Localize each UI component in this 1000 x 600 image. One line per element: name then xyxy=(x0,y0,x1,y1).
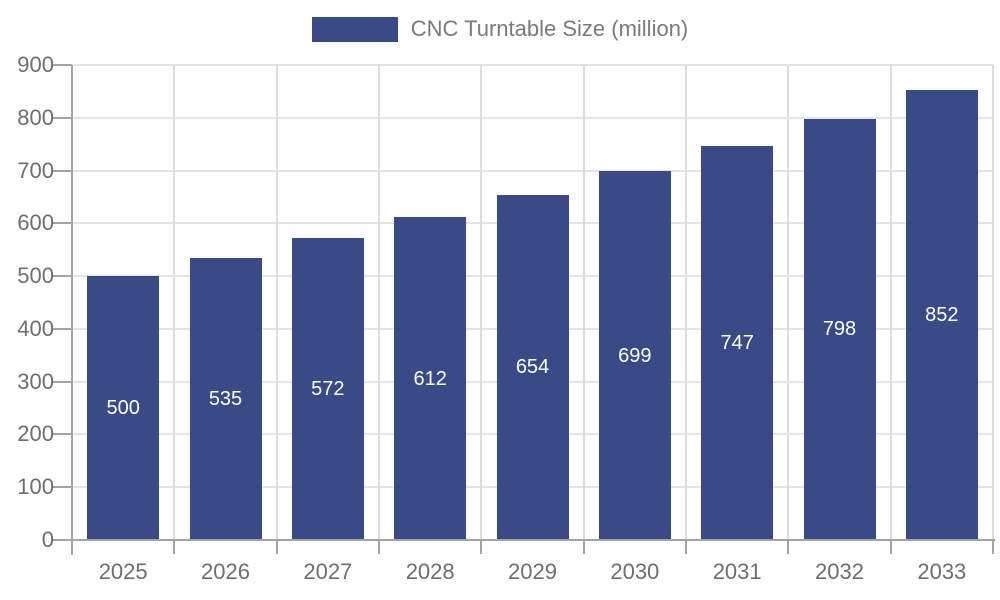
x-axis-tick-label: 2026 xyxy=(201,559,250,584)
x-axis-tick-label: 2030 xyxy=(610,559,660,584)
x-axis-tick-label: 2031 xyxy=(712,559,762,584)
y-axis-tick-label: 600 xyxy=(17,210,54,236)
y-axis-tick xyxy=(53,380,72,383)
bar-2026[interactable]: 535 xyxy=(189,257,262,540)
y-axis-tick-label: 400 xyxy=(17,315,54,341)
x-axis-tick xyxy=(992,540,994,554)
x-axis-tick xyxy=(582,540,585,554)
y-axis-tick-label: 100 xyxy=(17,474,54,500)
bar-2027[interactable]: 572 xyxy=(291,238,364,540)
x-axis-tick xyxy=(480,540,483,554)
bar-value-label: 500 xyxy=(106,397,140,420)
plot-area: 500 535 572 612 654 699 747 798 852 xyxy=(72,64,994,540)
x-axis-tick xyxy=(787,540,790,554)
x-axis-tick-label: 2032 xyxy=(815,559,864,584)
y-axis-tick xyxy=(53,169,72,172)
x-gridline xyxy=(582,65,585,540)
y-axis-tick-label: 200 xyxy=(17,421,54,447)
y-axis-tick-label: 900 xyxy=(17,52,54,77)
y-axis-tick xyxy=(53,327,72,330)
y-axis-tick xyxy=(53,275,72,278)
y-axis-tick xyxy=(53,116,72,119)
legend-label: CNC Turntable Size (million) xyxy=(410,16,689,41)
bar-value-label: 572 xyxy=(311,378,345,401)
y-axis-tick xyxy=(53,222,72,225)
y-axis-tick xyxy=(53,486,72,489)
y-axis-tick-label: 0 xyxy=(41,527,54,552)
x-axis-line xyxy=(71,539,995,541)
x-axis-tick xyxy=(685,540,687,554)
bar-2025[interactable]: 500 xyxy=(87,276,160,540)
y-axis-tick xyxy=(53,433,72,436)
x-axis-tick xyxy=(889,540,892,554)
x-gridline xyxy=(787,65,790,540)
bar-2032[interactable]: 798 xyxy=(803,118,876,540)
x-axis-tick-label: 2027 xyxy=(303,559,353,584)
x-gridline xyxy=(378,65,380,540)
x-gridline xyxy=(480,65,483,540)
bar-value-label: 852 xyxy=(925,304,959,327)
bar-2029[interactable]: 654 xyxy=(496,194,569,540)
y-gridline xyxy=(72,116,993,119)
x-gridline xyxy=(275,65,278,540)
x-axis-tick-label: 2025 xyxy=(98,559,148,584)
bar-2033[interactable]: 852 xyxy=(905,90,978,540)
bar-value-label: 654 xyxy=(515,356,550,379)
x-axis-tick-label: 2028 xyxy=(405,559,455,584)
y-gridline xyxy=(72,64,993,66)
bar-2031[interactable]: 747 xyxy=(701,145,774,540)
bar-value-label: 535 xyxy=(208,387,243,410)
bar-value-label: 699 xyxy=(618,344,652,367)
x-gridline xyxy=(889,65,892,540)
x-axis-tick xyxy=(173,540,176,554)
x-gridline xyxy=(173,65,176,540)
x-axis-tick xyxy=(71,540,73,554)
x-axis-tick-label: 2033 xyxy=(917,559,967,584)
y-axis-line xyxy=(71,65,73,555)
legend-swatch xyxy=(311,16,398,42)
y-axis-tick-label: 500 xyxy=(17,263,54,289)
x-gridline xyxy=(685,65,687,540)
y-axis-tick-label: 800 xyxy=(17,104,54,130)
x-axis-tick xyxy=(275,540,278,554)
y-axis-tick xyxy=(53,539,72,541)
bar-2030[interactable]: 699 xyxy=(598,171,671,540)
bar-value-label: 612 xyxy=(413,367,447,390)
x-gridline xyxy=(992,65,994,540)
legend[interactable]: CNC Turntable Size (million) xyxy=(0,16,1000,42)
bar-2028[interactable]: 612 xyxy=(394,217,467,540)
x-axis-tick xyxy=(378,540,380,554)
y-gridline xyxy=(72,169,993,172)
x-axis-tick-label: 2029 xyxy=(508,559,557,584)
y-axis-tick-label: 300 xyxy=(17,368,54,394)
y-axis-tick xyxy=(53,64,72,66)
bar-value-label: 747 xyxy=(720,331,754,354)
y-axis-tick-label: 700 xyxy=(17,157,54,183)
bar-value-label: 798 xyxy=(822,318,857,341)
